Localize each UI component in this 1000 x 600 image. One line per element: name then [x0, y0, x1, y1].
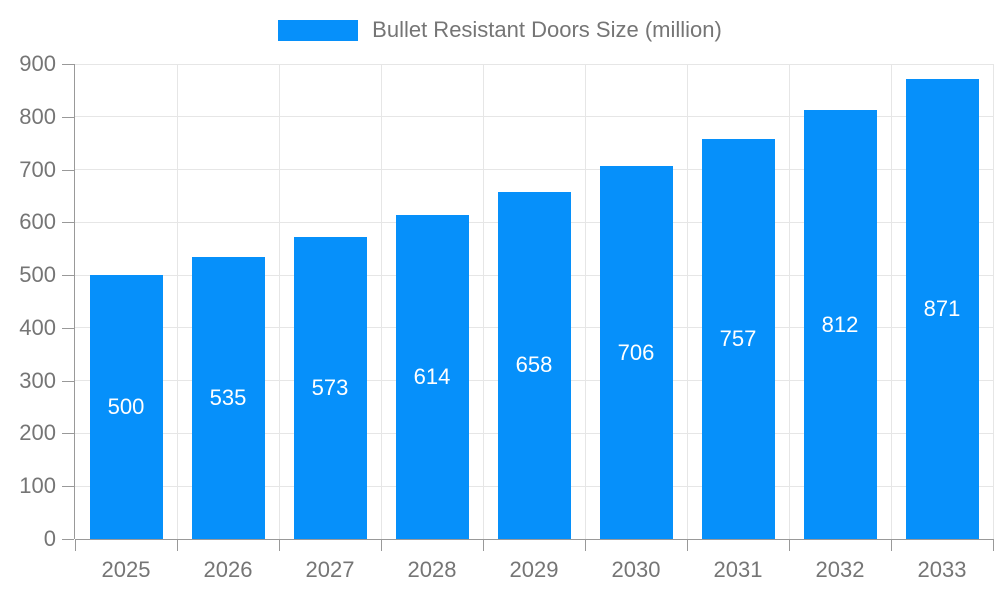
bar-value-label: 500 [107, 394, 145, 420]
bar-value-label: 614 [413, 363, 451, 389]
bar-2033[interactable]: 871 [905, 79, 979, 539]
y-axis-tick-label: 800 [19, 103, 56, 129]
x-axis-tick [993, 539, 994, 551]
legend: Bullet Resistant Doors Size (million) [0, 18, 1000, 42]
y-axis-tick [62, 169, 74, 171]
x-axis-line [75, 539, 993, 540]
y-axis-tick-label: 400 [19, 314, 56, 340]
bar-2030[interactable]: 706 [599, 166, 673, 539]
bar-value-label: 757 [719, 326, 757, 352]
y-axis-tick-label: 500 [19, 262, 56, 288]
plot-area: 500 535 573 614 658 706 757 812 871 [75, 63, 994, 539]
y-axis-tick-label: 200 [19, 420, 56, 446]
bar-2029[interactable]: 658 [497, 191, 571, 539]
y-axis-tick [62, 486, 74, 488]
x-axis-tick [75, 539, 76, 551]
y-axis-tick [62, 64, 74, 65]
x-axis-tick [177, 539, 178, 551]
y-axis-tick-label: 100 [19, 473, 56, 499]
y-axis-line [74, 64, 75, 539]
gridline-vertical [788, 64, 790, 539]
bar-2025[interactable]: 500 [89, 275, 163, 539]
gridline-vertical [482, 64, 484, 539]
bar-2026[interactable]: 535 [191, 256, 265, 539]
y-axis-tick [62, 433, 74, 435]
x-axis-tick-label: 2029 [509, 557, 559, 582]
y-axis-tick [62, 116, 74, 118]
gridline-vertical [686, 64, 688, 539]
bar-value-label: 706 [617, 339, 655, 365]
y-axis-tick [62, 539, 74, 540]
x-axis-tick [687, 539, 688, 551]
y-axis-tick-label: 300 [19, 367, 56, 393]
gridline-vertical [380, 64, 382, 539]
bar-2027[interactable]: 573 [293, 236, 367, 539]
x-axis-tick [789, 539, 790, 551]
gridline-vertical [278, 64, 280, 539]
x-axis-tick-label: 2033 [917, 557, 967, 582]
x-axis-tick [381, 539, 382, 551]
x-axis-tick [891, 539, 892, 551]
y-axis-tick-label: 600 [19, 209, 56, 235]
bar-value-label: 812 [821, 311, 859, 337]
bar-value-label: 658 [515, 352, 553, 378]
bar-value-label: 871 [923, 296, 961, 322]
bar-2031[interactable]: 757 [701, 139, 775, 539]
gridline-vertical [890, 64, 892, 539]
y-axis-tick [62, 380, 74, 382]
bar-2028[interactable]: 614 [395, 214, 469, 539]
x-axis-tick-label: 2032 [815, 557, 865, 582]
x-axis-tick [585, 539, 586, 551]
gridline-vertical [584, 64, 586, 539]
x-axis-tick [483, 539, 484, 551]
bar-2032[interactable]: 812 [803, 110, 877, 539]
gridline-horizontal [75, 63, 993, 65]
bar-value-label: 535 [209, 384, 247, 410]
x-axis-tick-label: 2031 [713, 557, 763, 582]
y-axis-tick-label: 700 [19, 156, 56, 182]
gridline-horizontal [75, 116, 993, 118]
x-axis-tick-label: 2028 [407, 557, 457, 582]
legend-swatch-icon [278, 19, 359, 41]
legend-item[interactable]: Bullet Resistant Doors Size (million) [278, 18, 722, 42]
x-axis-tick-label: 2025 [101, 557, 151, 582]
bar-value-label: 573 [311, 374, 349, 400]
y-axis-tick [62, 222, 74, 224]
x-axis-tick-label: 2027 [305, 557, 355, 582]
gridline-horizontal [75, 169, 993, 171]
y-axis-tick-label: 900 [19, 51, 56, 76]
y-axis-tick-label: 0 [43, 526, 56, 551]
x-axis-tick-label: 2030 [611, 557, 661, 582]
gridline-vertical [176, 64, 178, 539]
y-axis-tick [62, 327, 74, 329]
gridline-vertical [992, 64, 994, 539]
legend-label: Bullet Resistant Doors Size (million) [372, 17, 722, 42]
y-axis-tick [62, 275, 74, 277]
x-axis-tick [279, 539, 280, 551]
x-axis-tick-label: 2026 [203, 557, 253, 582]
